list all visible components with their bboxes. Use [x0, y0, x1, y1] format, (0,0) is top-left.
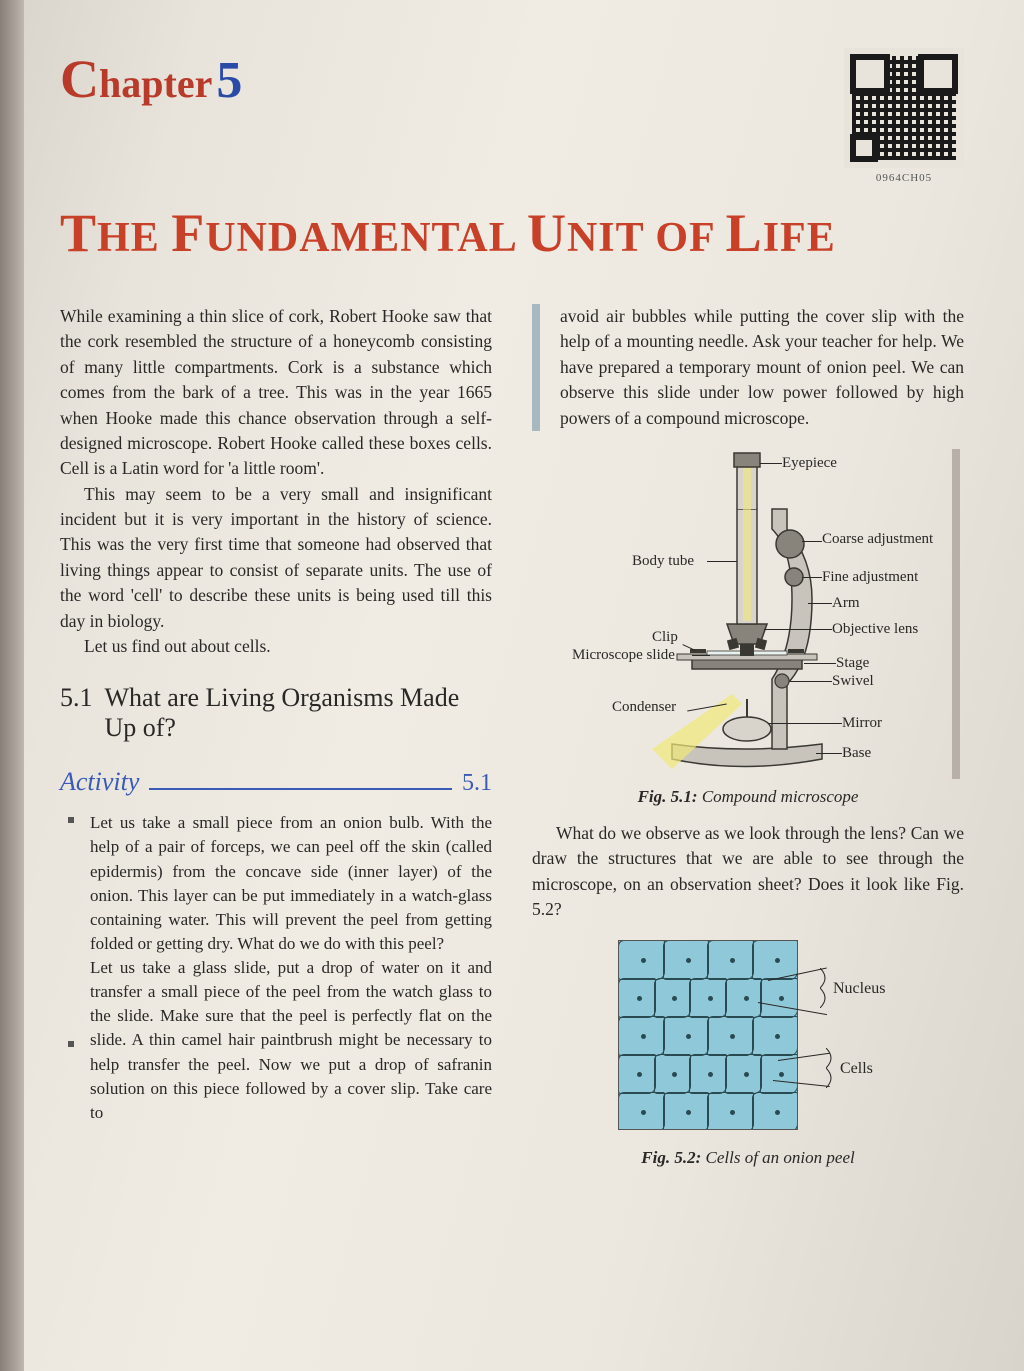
- figure-5-2: Nucleus Cells Fig. 5.2: Cells of an onio…: [532, 940, 964, 1168]
- right-column: avoid air bubbles while putting the cove…: [532, 304, 964, 1176]
- activity-bullet-icon: [68, 817, 74, 823]
- microscope-svg: [532, 449, 952, 779]
- chapter-label: Chapter5: [60, 48, 242, 110]
- activity-label: Activity: [60, 767, 139, 797]
- activity-cont-para: avoid air bubbles while putting the cove…: [560, 304, 964, 431]
- chapter-number: 5: [216, 52, 242, 109]
- intro-para-3: Let us find out about cells.: [60, 634, 492, 659]
- activity-rule: [149, 788, 452, 790]
- fig-5-2-caption: Fig. 5.2: Cells of an onion peel: [532, 1148, 964, 1168]
- label-arm: Arm: [832, 595, 860, 612]
- label-condenser: Condenser: [612, 699, 676, 716]
- figure-5-1: Eyepiece Coarse adjustment Fine adjustme…: [532, 449, 964, 807]
- label-clip: Clip: [652, 629, 678, 646]
- fig-5-1-caption: Fig. 5.1: Compound microscope: [532, 787, 964, 807]
- label-nucleus: Nucleus: [833, 980, 885, 998]
- section-title: What are Living Organisms Made Up of?: [105, 683, 493, 743]
- section-heading: 5.1 What are Living Organisms Made Up of…: [60, 683, 492, 743]
- activity-bullet-icon: [68, 1041, 74, 1047]
- label-eyepiece: Eyepiece: [782, 455, 837, 472]
- label-coarse: Coarse adjustment: [822, 531, 933, 548]
- activity-heading: Activity 5.1: [60, 767, 492, 797]
- activity-continuation: avoid air bubbles while putting the cove…: [532, 304, 964, 431]
- bracket-icon: [820, 968, 834, 1008]
- onion-cells-diagram: Nucleus Cells: [618, 940, 878, 1140]
- qr-code-icon: [844, 48, 964, 168]
- section-number: 5.1: [60, 683, 93, 743]
- intro-para-1: While examining a thin slice of cork, Ro…: [60, 304, 492, 482]
- intro-para-2: This may seem to be a very small and ins…: [60, 482, 492, 634]
- left-column: While examining a thin slice of cork, Ro…: [60, 304, 492, 1176]
- bracket-icon: [826, 1048, 840, 1088]
- activity-para-2: Let us take a glass slide, put a drop of…: [90, 956, 492, 1125]
- label-slide: Microscope slide: [572, 647, 675, 664]
- activity-body: Let us take a small piece from an onion …: [60, 811, 492, 1125]
- observation-para: What do we observe as we look through th…: [532, 821, 964, 923]
- activity-number: 5.1: [462, 770, 492, 797]
- page-title: THE FUNDAMENTAL UNIT OF LIFE: [60, 202, 964, 264]
- microscope-diagram: Eyepiece Coarse adjustment Fine adjustme…: [532, 449, 960, 779]
- onion-cells-image: [618, 940, 798, 1130]
- chapter-initial: C: [60, 49, 99, 109]
- label-objective: Objective lens: [832, 621, 918, 638]
- two-column-layout: While examining a thin slice of cork, Ro…: [60, 304, 964, 1176]
- chapter-word: hapter: [99, 61, 212, 106]
- page-spine: [0, 0, 24, 1371]
- label-stage: Stage: [836, 655, 869, 672]
- label-base: Base: [842, 745, 871, 762]
- label-bodytube: Body tube: [632, 553, 694, 570]
- qr-block: 0964CH05: [844, 48, 964, 184]
- label-cells: Cells: [840, 1060, 873, 1078]
- label-mirror: Mirror: [842, 715, 882, 732]
- activity-para-1: Let us take a small piece from an onion …: [90, 811, 492, 956]
- label-swivel: Swivel: [832, 673, 874, 690]
- label-fine: Fine adjustment: [822, 569, 918, 586]
- qr-caption: 0964CH05: [844, 172, 964, 184]
- header-row: Chapter5 0964CH05: [60, 48, 964, 184]
